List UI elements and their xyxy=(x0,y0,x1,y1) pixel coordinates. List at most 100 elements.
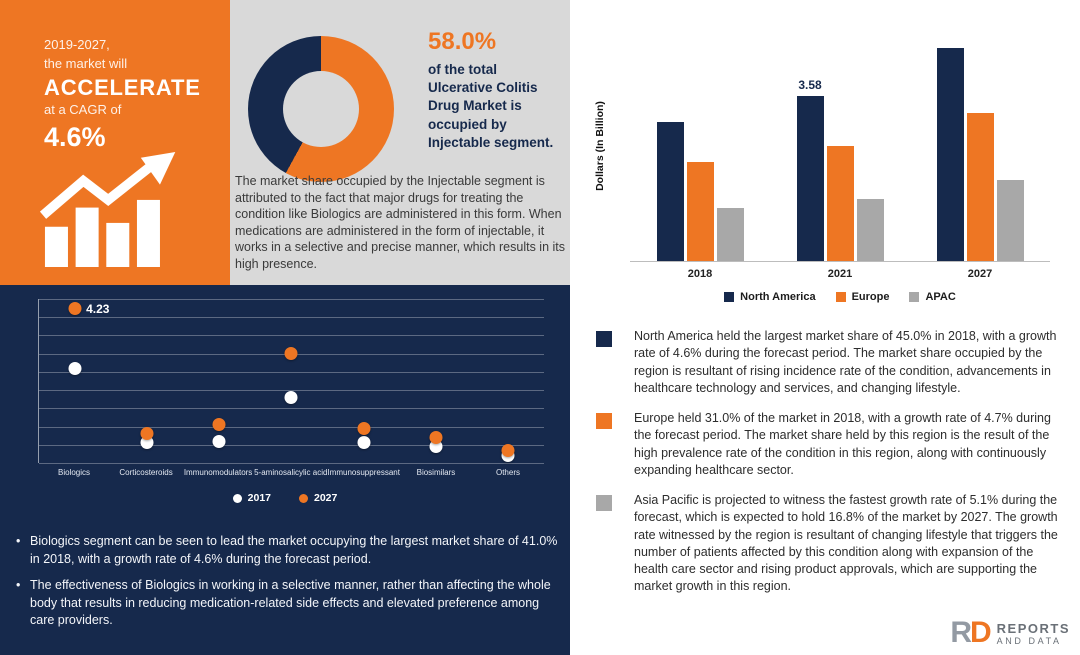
segment-panel: 4.23 Biologics Corticosteroids Immunomodul… xyxy=(0,285,570,655)
growth-chart-icon xyxy=(39,152,176,267)
injectable-share-value: 58.0% xyxy=(428,28,497,55)
legend-dot-icon xyxy=(232,493,242,503)
dot-x-label: 5-aminosalicylic acid xyxy=(254,468,328,477)
dot-2027-immunomodulators xyxy=(212,418,226,432)
dot-gridline xyxy=(39,317,544,319)
dot-legend-label: 2017 xyxy=(247,492,271,504)
dot-column-corticosteroids xyxy=(111,299,183,463)
bar-north-america-2018 xyxy=(656,122,684,261)
dot-gridline xyxy=(39,444,544,446)
europe-text: Europe held 31.0% of the market in 2018,… xyxy=(634,411,1051,477)
dot-gridline xyxy=(39,299,544,300)
bar-value-label: 3.58 xyxy=(798,77,822,92)
dot-column-biosimilars xyxy=(400,299,472,463)
bar-group-2018 xyxy=(656,122,744,261)
regional-panel: Dollars (In Billion) 3.58 2018 2021 2027 N… xyxy=(570,0,1080,655)
bar-y-axis-label-text: Dollars (In Billion) xyxy=(594,101,606,191)
bar-legend-label: North America xyxy=(740,291,816,303)
bar-group-2021: 3.58 xyxy=(796,78,884,261)
region-bullets: North America held the largest market sh… xyxy=(596,328,1064,609)
bar-apac-2021 xyxy=(856,198,884,261)
legend-square-icon xyxy=(909,292,920,302)
dot-x-label: Others xyxy=(495,468,520,477)
dot-legend-2027: 2027 xyxy=(299,492,337,504)
bar-north-america-2021: 3.58 xyxy=(796,78,824,261)
dot-x-labels: Biologics Corticosteroids Immunomodulators… xyxy=(38,468,544,477)
logo-line-and-data: AND DATA xyxy=(996,635,1062,646)
dot-gridline xyxy=(39,390,544,392)
region-item-europe: Europe held 31.0% of the market in 2018,… xyxy=(596,410,1064,479)
dot-annotation: 4.23 xyxy=(86,301,110,316)
dot-column-biologics: 4.23 xyxy=(39,299,111,463)
bar-legend-label: Europe xyxy=(851,291,890,303)
bar-x-label: 2027 xyxy=(967,268,993,280)
logo-line-reports: REPORTS xyxy=(996,620,1070,636)
dot-x-label: Biosimilars xyxy=(416,468,456,477)
segment-bullets: Biologics segment can be seen to lead th… xyxy=(16,533,560,639)
promo-period: 2019-2027, xyxy=(44,37,110,52)
legend-square-icon xyxy=(835,292,846,302)
europe-marker-icon xyxy=(596,413,612,429)
bar-x-labels: 2018 2021 2027 xyxy=(630,268,1050,280)
bar-legend-north-america: North America xyxy=(724,291,816,303)
promo-cagr-label: at a CAGR of xyxy=(44,102,122,118)
cagr-panel: 2019-2027, the market will ACCELERATE at… xyxy=(0,0,230,285)
north-america-marker-icon xyxy=(596,331,612,347)
bar-group-2027 xyxy=(936,48,1024,261)
dot-x-label: Biologics xyxy=(58,468,91,477)
bar-legend-label: APAC xyxy=(925,291,956,303)
dot-2017-biologics xyxy=(68,361,82,375)
dot-gridline xyxy=(39,463,544,464)
bar-legend-apac: APAC xyxy=(909,291,956,303)
promo-cagr-value: 4.6% xyxy=(44,122,106,153)
dot-2017-immunomodulators xyxy=(212,434,226,448)
bar-y-axis-label: Dollars (In Billion) xyxy=(592,30,608,262)
logo-letter-r: R xyxy=(950,616,972,649)
segment-bullet-biologics-effectiveness: The effectiveness of Biologics in workin… xyxy=(16,577,560,630)
injectable-description: The market share occupied by the Injecta… xyxy=(235,174,566,271)
dot-legend-2017: 2017 xyxy=(232,492,271,504)
asia-pacific-text: Asia Pacific is projected to witness the… xyxy=(634,493,1058,594)
dot-2027-others xyxy=(501,443,515,457)
injectable-headline-text: of the total Ulcerative Colitis Drug Mar… xyxy=(428,62,554,150)
region-item-north-america: North America held the largest market sh… xyxy=(596,328,1064,397)
dot-2027-biosimilars xyxy=(429,431,443,444)
bar-apac-2027 xyxy=(996,180,1024,261)
dot-gridline xyxy=(39,335,544,337)
dot-x-label: Corticosteroids xyxy=(119,468,173,477)
dot-2027-biologics xyxy=(68,302,82,316)
logo-text: REPORTS AND DATA xyxy=(997,621,1070,646)
dot-legend: 2017 2027 xyxy=(0,492,570,504)
donut-chart xyxy=(248,36,394,182)
segment-bullet-biologics-share: Biologics segment can be seen to lead th… xyxy=(16,533,560,568)
donut-hole xyxy=(283,71,359,147)
dot-column-immunomodulators xyxy=(183,299,255,463)
dot-2017-5-aminosalicylic-acid xyxy=(284,390,298,404)
promo-accelerate: ACCELERATE xyxy=(44,74,201,100)
dot-2027-immunosuppressant xyxy=(357,421,371,435)
injectable-panel: 58.0% of the total Ulcerative Colitis Dr… xyxy=(230,0,570,285)
promo-subtitle: the market will xyxy=(44,55,128,71)
dot-plot: 4.23 xyxy=(38,299,544,464)
dot-column-5-aminosalicylic-acid xyxy=(255,299,327,463)
reports-and-data-logo: RD REPORTS AND DATA xyxy=(950,616,1070,650)
logo-mark-icon: RD xyxy=(950,616,992,650)
dot-2017-immunosuppressant xyxy=(357,436,371,450)
bar-x-label: 2021 xyxy=(827,268,853,280)
legend-dot-icon xyxy=(299,493,308,503)
bar-north-america-2027 xyxy=(936,48,964,261)
legend-square-icon xyxy=(724,292,735,302)
dot-gridline xyxy=(39,371,544,373)
dot-x-label: Immunosuppressant xyxy=(327,468,400,477)
bar-legend: North America Europe APAC xyxy=(630,291,1050,303)
asia-pacific-marker-icon xyxy=(596,495,612,511)
bar-europe-2021 xyxy=(826,145,854,261)
bar-x-label: 2018 xyxy=(687,268,713,280)
bar-legend-europe: Europe xyxy=(835,291,890,303)
injectable-headline: 58.0% of the total Ulcerative Colitis Dr… xyxy=(428,28,562,152)
logo-letter-d: D xyxy=(969,616,992,649)
dot-column-others xyxy=(472,299,544,463)
bar-europe-2027 xyxy=(966,113,994,261)
bar-plot: 3.58 xyxy=(630,30,1050,262)
dot-x-label: Immunomodulators xyxy=(183,468,253,477)
